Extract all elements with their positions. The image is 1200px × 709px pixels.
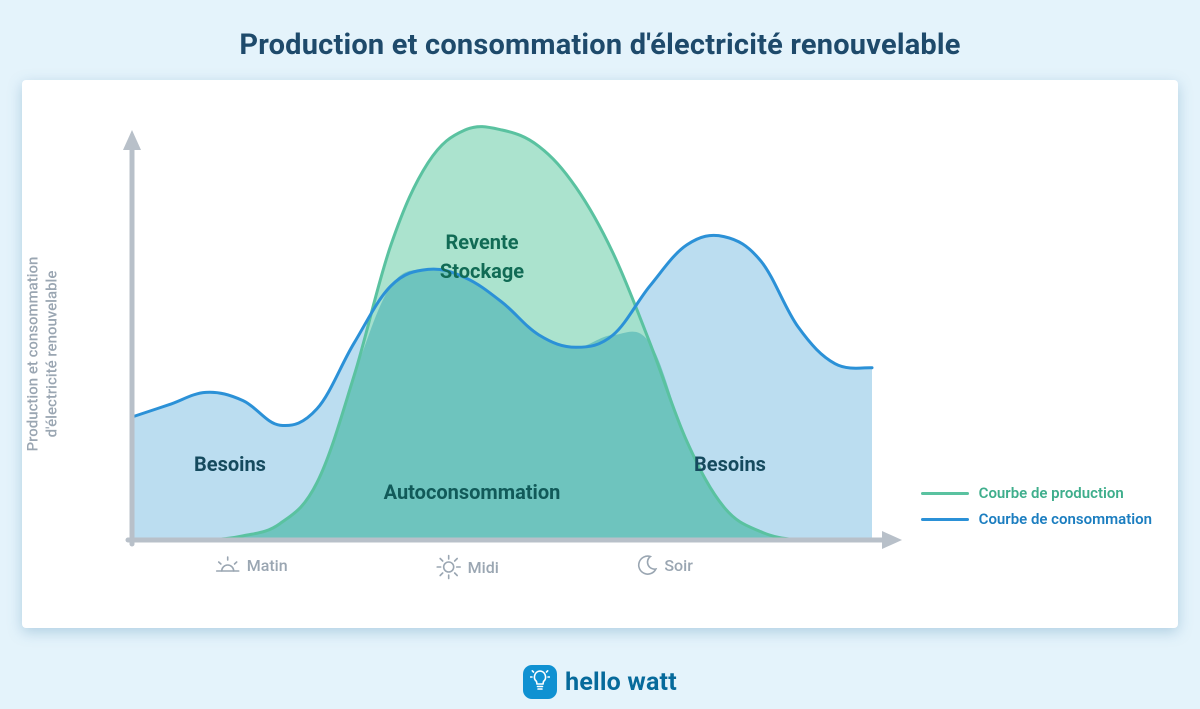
legend-label: Courbe de consommation [979,510,1152,528]
legend-swatch-consumption [921,518,969,521]
chart-area: Production et consommation d'électricité… [22,80,1178,628]
legend-item-production: Courbe de production [921,484,1152,502]
y-axis-label: Production et consommation d'électricité… [23,204,61,504]
chart-svg [22,80,1178,628]
legend-item-consumption: Courbe de consommation [921,510,1152,528]
lightbulb-icon [530,669,550,695]
page-title: Production et consommation d'électricité… [22,28,1178,62]
chart-card: Production et consommation d'électricité… [22,80,1178,628]
chart-legend: Courbe de production Courbe de consommat… [921,476,1152,528]
page-container: Production et consommation d'électricité… [0,0,1200,709]
brand-logo-badge [523,665,557,699]
brand: hello watt [0,665,1200,699]
legend-label: Courbe de production [979,484,1124,502]
legend-swatch-production [921,492,969,495]
brand-text: hello watt [565,668,677,697]
